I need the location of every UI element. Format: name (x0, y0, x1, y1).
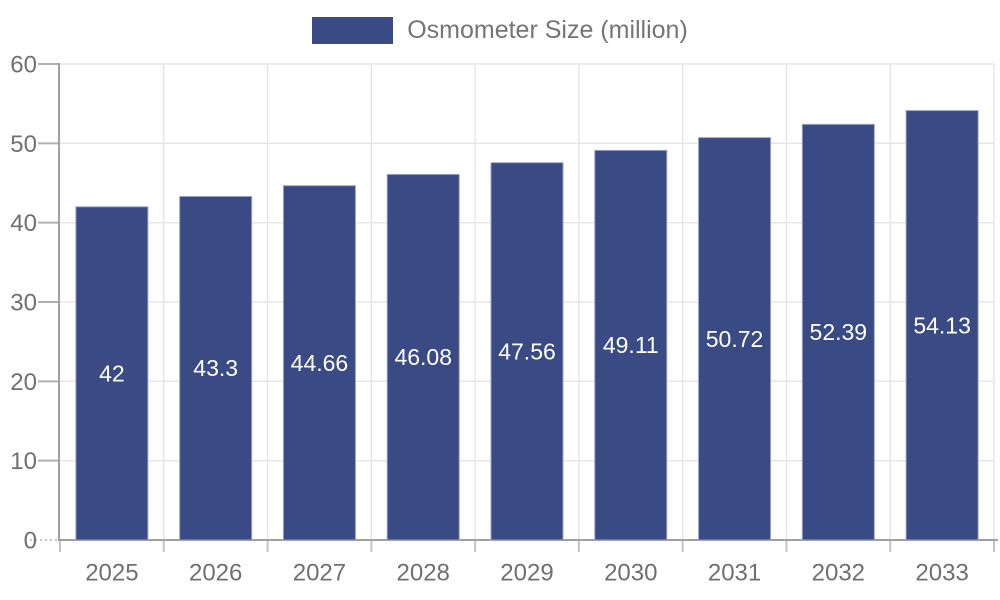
bar-value-label: 52.39 (810, 319, 868, 345)
bar-value-label: 50.72 (706, 326, 764, 352)
y-tick-label: 40 (10, 210, 37, 237)
x-tick-label: 2027 (293, 560, 346, 587)
bar-value-label: 47.56 (498, 338, 556, 364)
bar (594, 149, 668, 541)
y-tick-label: 20 (10, 369, 37, 396)
x-tick-label: 2025 (85, 560, 138, 587)
y-tick-label: 10 (10, 448, 37, 475)
bar (490, 162, 564, 541)
y-tick-label: 30 (10, 290, 37, 317)
x-tick-label: 2028 (397, 560, 450, 587)
bar-value-label: 49.11 (603, 332, 659, 358)
bar-value-label: 43.3 (193, 355, 238, 381)
bar-value-label: 44.66 (291, 350, 349, 376)
bar-value-label: 54.13 (913, 312, 971, 338)
y-tick-label: 0 (24, 528, 37, 555)
bar (801, 123, 875, 541)
bar (282, 185, 356, 541)
legend: Osmometer Size (million) (0, 17, 1000, 44)
legend-item[interactable]: Osmometer Size (million) (312, 17, 688, 44)
y-tick-label: 50 (10, 131, 37, 158)
bar (905, 110, 979, 541)
x-tick-label: 2033 (915, 560, 968, 587)
bar-value-label: 42 (99, 360, 125, 386)
x-tick-label: 2029 (500, 560, 553, 587)
x-tick-label: 2032 (812, 560, 865, 587)
bar-value-label: 46.08 (394, 344, 452, 370)
y-tick-label: 60 (10, 52, 37, 79)
bar (75, 206, 149, 541)
bar (698, 137, 772, 541)
legend-label: Osmometer Size (million) (407, 16, 688, 44)
bar (179, 195, 253, 541)
x-tick-label: 2030 (604, 560, 657, 587)
legend-swatch (312, 17, 394, 44)
x-tick-label: 2026 (189, 560, 242, 587)
bar (386, 173, 460, 541)
x-tick-label: 2031 (708, 560, 761, 587)
